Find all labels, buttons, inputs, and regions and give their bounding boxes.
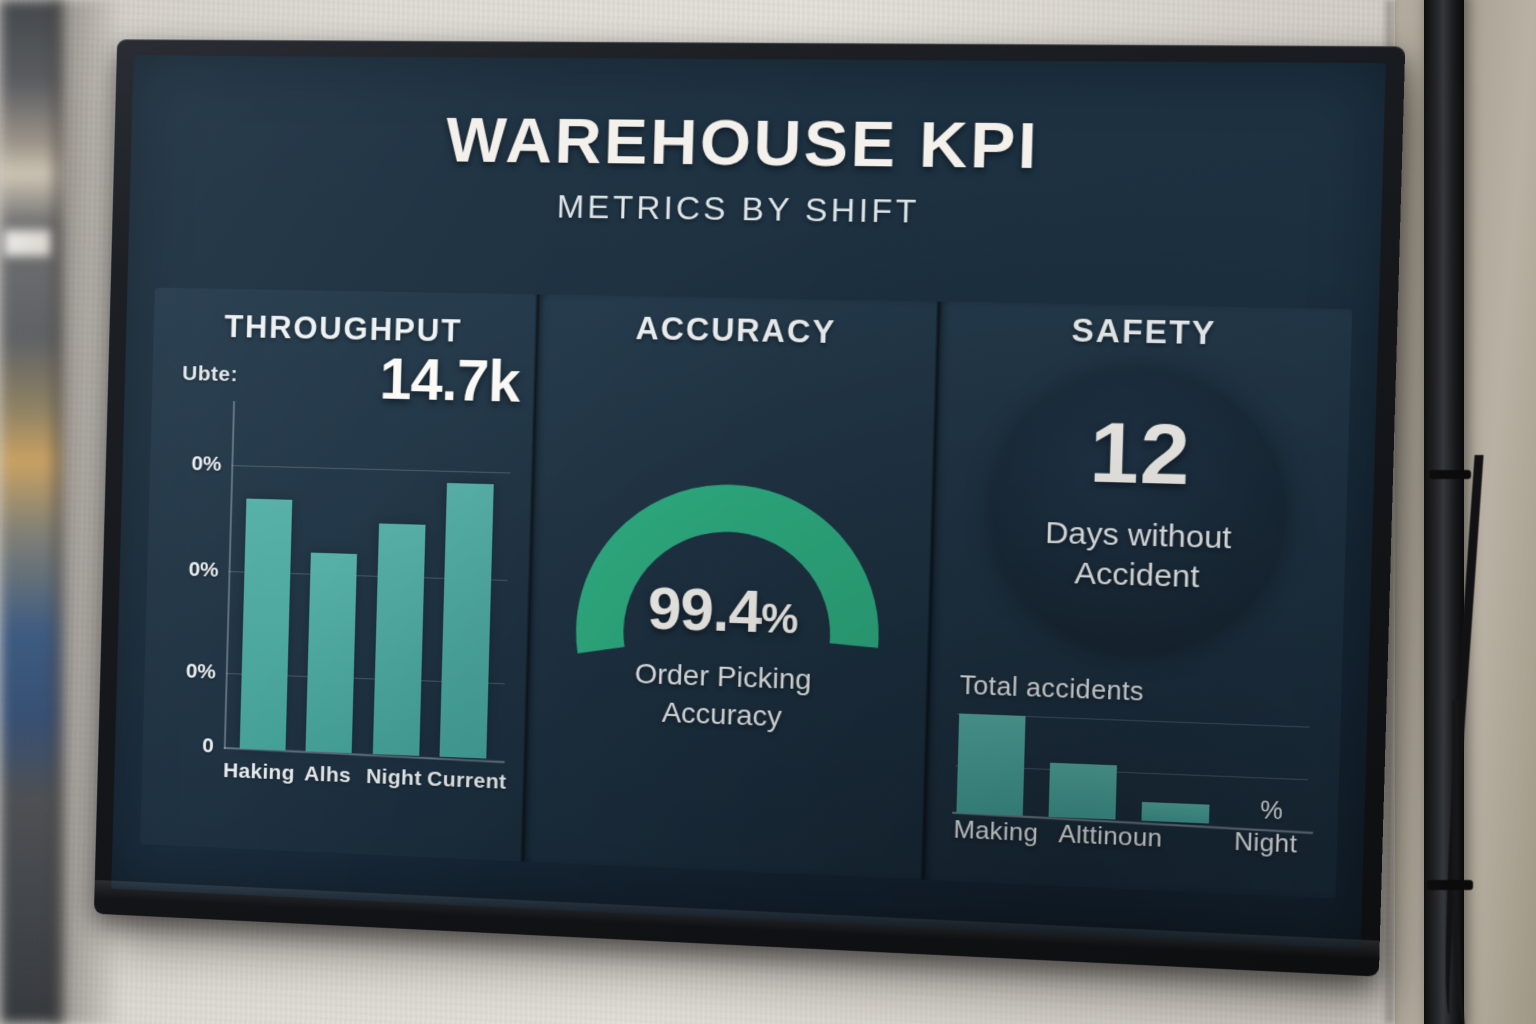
throughput-value: 14.7k xyxy=(378,347,521,415)
accident-label-alttinoun: Alttinoun xyxy=(1058,820,1163,853)
accuracy-number: 99.4 xyxy=(647,575,763,646)
x-label-current: Current xyxy=(426,767,507,794)
page-subtitle: METRICS BY SHIFT xyxy=(556,188,921,230)
accident-bar-night[interactable] xyxy=(1141,801,1210,824)
days-without-accident-caption: Days without Accident xyxy=(973,512,1305,602)
y-tick-label: 0% xyxy=(188,557,219,582)
panel-title-accuracy: ACCURACY xyxy=(635,310,837,351)
days-without-accident-badge: 12 Days without Accident xyxy=(988,366,1292,660)
x-label-alhs: Alhs xyxy=(303,762,352,788)
bar-haking[interactable] xyxy=(239,498,293,751)
throughput-x-labels: Haking Alhs Night Current xyxy=(223,759,507,795)
tv-bezel: WAREHOUSE KPI METRICS BY SHIFT THROUGHPU… xyxy=(93,39,1406,977)
y-tick-label: 0 xyxy=(201,734,215,758)
total-accidents-title: Total accidents xyxy=(959,671,1145,707)
days-caption-line2: Accident xyxy=(1074,556,1200,595)
accuracy-percent-sign: % xyxy=(760,596,798,643)
accuracy-gauge: 99.4% Order Picking Accuracy xyxy=(555,376,908,732)
panel-title-throughput: THROUGHPUT xyxy=(223,308,463,349)
dashboard-header: WAREHOUSE KPI METRICS BY SHIFT xyxy=(129,55,1386,237)
x-label-haking: Haking xyxy=(222,758,296,785)
panel-safety[interactable]: SAFETY 12 Days without Accident Total ac… xyxy=(920,301,1353,899)
x-label-night: Night xyxy=(365,764,423,791)
panel-title-safety: SAFETY xyxy=(1071,312,1217,352)
panel-throughput[interactable]: THROUGHPUT Ubte: 0% 0% 0% 0 xyxy=(140,287,537,862)
total-accidents-bars xyxy=(956,711,1309,827)
y-tick-label: 0% xyxy=(185,659,217,684)
accuracy-caption: Order Picking Accuracy xyxy=(554,653,894,741)
panel-container: THROUGHPUT Ubte: 0% 0% 0% 0 xyxy=(140,287,1353,899)
accident-label-making: Making xyxy=(953,815,1039,848)
throughput-bars xyxy=(230,401,507,759)
power-cable-secondary xyxy=(1452,700,1482,1024)
bar-alhs[interactable] xyxy=(306,552,358,754)
y-tick-label: 0% xyxy=(191,452,222,476)
wall-mounted-display: WAREHOUSE KPI METRICS BY SHIFT THROUGHPU… xyxy=(93,39,1406,977)
page-title: WAREHOUSE KPI xyxy=(445,104,1041,183)
accident-label-night: Night xyxy=(1233,827,1298,859)
background-light-strip xyxy=(4,230,52,256)
total-accidents-chart: % Making Alttinoun Night xyxy=(951,711,1316,859)
panel-accuracy[interactable]: ACCURACY 99.4% Order Picking Accuracy xyxy=(520,294,937,880)
accident-bar-alttinoun[interactable] xyxy=(1048,762,1117,820)
cable-tie xyxy=(1427,880,1473,890)
bar-current[interactable] xyxy=(439,483,494,759)
bar-night[interactable] xyxy=(372,523,426,756)
cable-tie xyxy=(1429,470,1471,479)
days-without-accident-count: 12 xyxy=(1088,405,1193,504)
background-warehouse-blur xyxy=(0,0,62,1024)
tv-screen: WAREHOUSE KPI METRICS BY SHIFT THROUGHPU… xyxy=(111,55,1386,949)
accident-bar-making[interactable] xyxy=(956,713,1026,816)
accuracy-value: 99.4% xyxy=(556,571,892,651)
throughput-chart: 0% 0% 0% 0 Haking xyxy=(168,394,511,794)
mini-percent-mark: % xyxy=(1259,796,1284,825)
